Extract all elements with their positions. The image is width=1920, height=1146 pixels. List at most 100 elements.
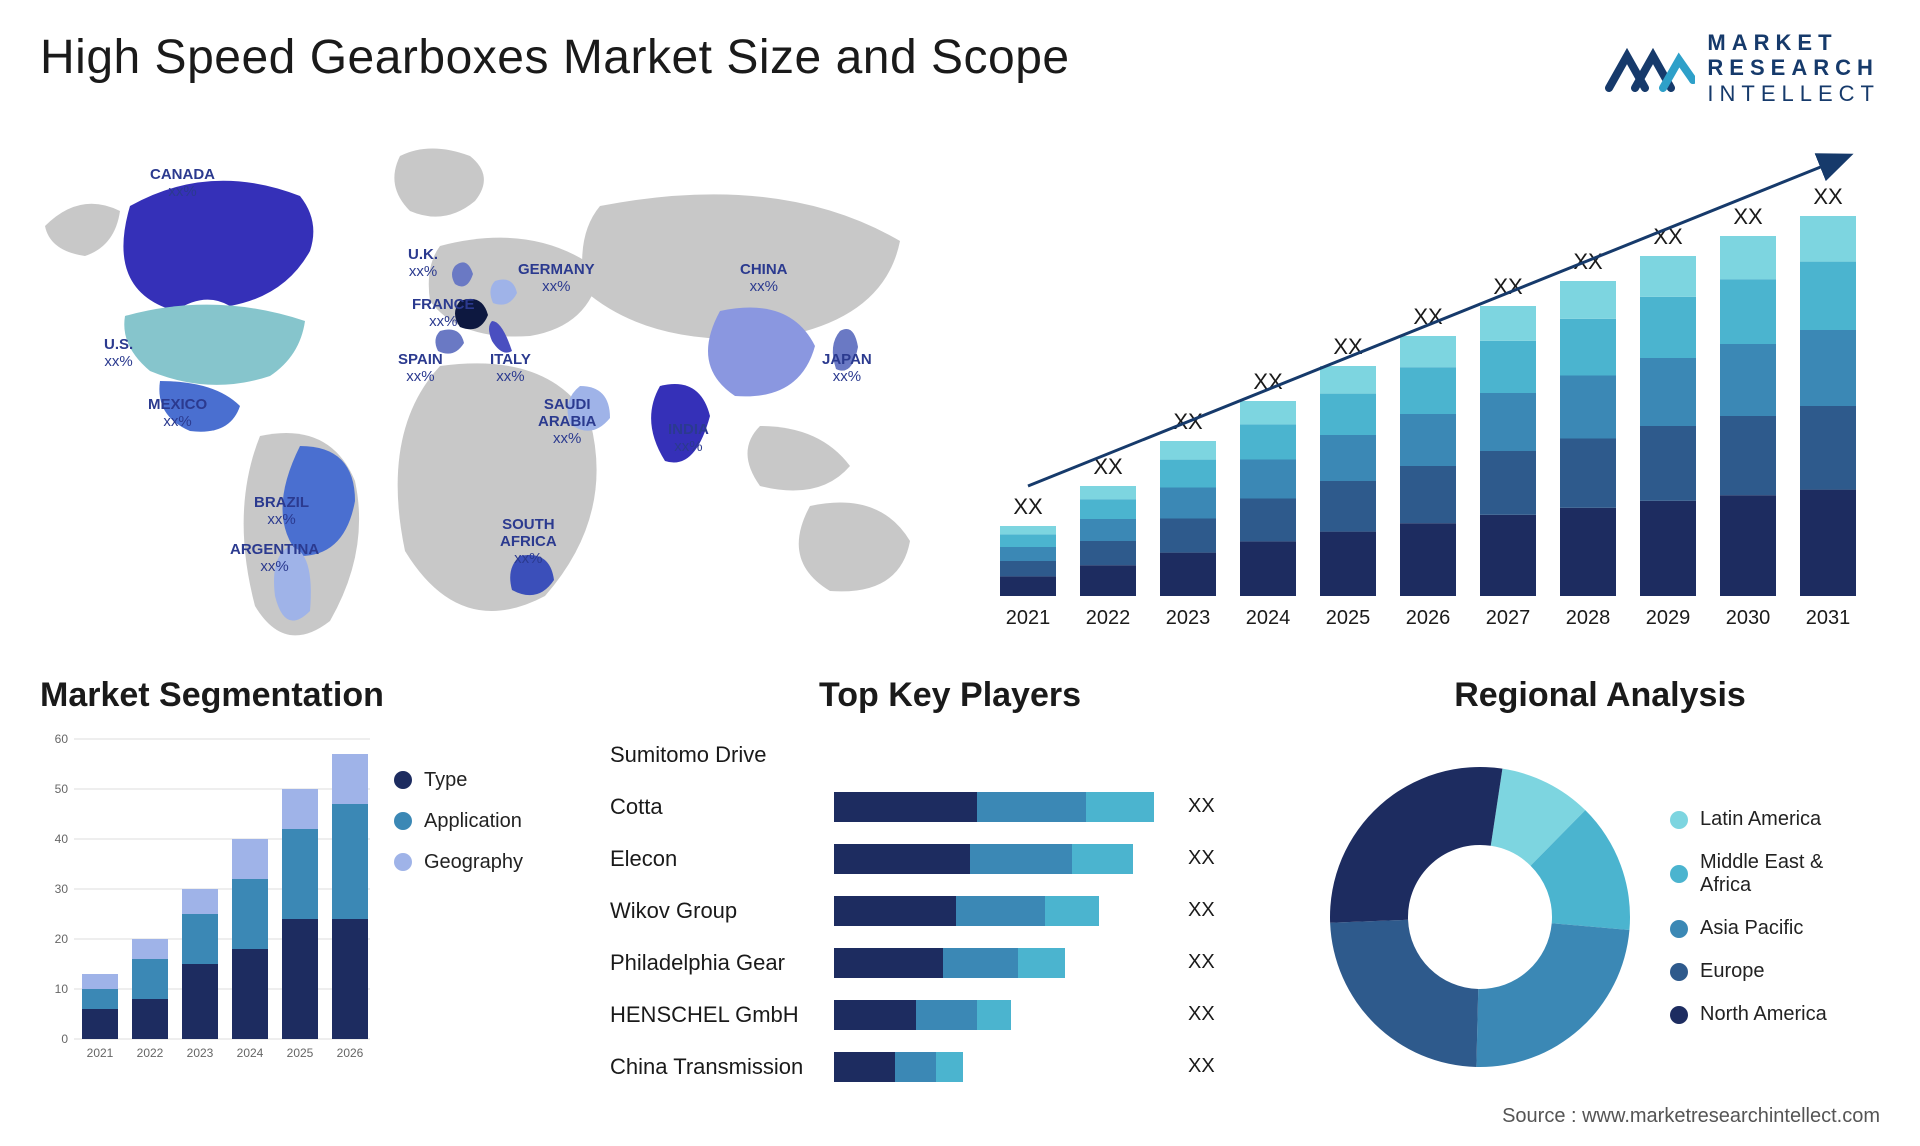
forecast-value-label: XX bbox=[1493, 274, 1523, 299]
seg-bar-segment bbox=[82, 1009, 118, 1039]
map-label: SPAINxx% bbox=[398, 351, 443, 386]
logo-text: MARKET RESEARCH INTELLECT bbox=[1707, 30, 1880, 106]
forecast-bar-segment bbox=[1560, 508, 1616, 596]
legend-label: Type bbox=[424, 769, 467, 792]
map-label: CANADAxx% bbox=[150, 166, 215, 201]
forecast-bar-segment bbox=[1480, 393, 1536, 451]
keyplayer-value: XX bbox=[1188, 1055, 1215, 1078]
forecast-bar-segment bbox=[1240, 424, 1296, 459]
forecast-value-label: XX bbox=[1733, 204, 1763, 229]
map-label: INDIAxx% bbox=[668, 421, 709, 456]
donut-slice bbox=[1330, 920, 1478, 1067]
keyplayers-chart: Sumitomo DriveCottaXXEleconXXWikov Group… bbox=[610, 729, 1290, 1089]
seg-bar-segment bbox=[282, 829, 318, 919]
map-label: SAUDIARABIAxx% bbox=[538, 396, 596, 448]
seg-bar-segment bbox=[332, 754, 368, 804]
forecast-bar-segment bbox=[1720, 236, 1776, 279]
forecast-year-label: 2028 bbox=[1566, 607, 1611, 629]
keyplayer-value: XX bbox=[1188, 899, 1215, 922]
keyplayer-bar-segment bbox=[895, 1052, 936, 1082]
regional-legend: Latin AmericaMiddle East & AfricaAsia Pa… bbox=[1670, 808, 1870, 1026]
map-region-australia bbox=[799, 502, 910, 591]
forecast-bar-segment bbox=[1640, 297, 1696, 358]
keyplayer-bar-segment bbox=[916, 1000, 977, 1030]
keyplayer-label: China Transmission bbox=[610, 1054, 820, 1080]
legend-label: North America bbox=[1700, 1003, 1827, 1026]
forecast-year-label: 2031 bbox=[1806, 607, 1851, 629]
keyplayer-bar-segment bbox=[977, 792, 1086, 822]
seg-bar-segment bbox=[82, 974, 118, 989]
keyplayer-label: Sumitomo Drive bbox=[610, 742, 820, 768]
map-label: GERMANYxx% bbox=[518, 261, 595, 296]
seg-bar-segment bbox=[182, 964, 218, 1039]
forecast-year-label: 2021 bbox=[1006, 607, 1051, 629]
source-attribution: Source : www.marketresearchintellect.com bbox=[1502, 1105, 1880, 1128]
forecast-year-label: 2022 bbox=[1086, 607, 1131, 629]
forecast-bar-segment bbox=[1720, 416, 1776, 495]
forecast-bar-segment bbox=[1160, 459, 1216, 487]
forecast-bar-segment bbox=[1000, 576, 1056, 596]
seg-bar-segment bbox=[82, 989, 118, 1009]
keyplayer-bar bbox=[834, 948, 1174, 978]
forecast-year-label: 2030 bbox=[1726, 607, 1771, 629]
forecast-bar-segment bbox=[1640, 426, 1696, 501]
forecast-bar-segment bbox=[1080, 541, 1136, 565]
keyplayer-bar-segment bbox=[1072, 844, 1133, 874]
svg-text:10: 10 bbox=[55, 982, 69, 996]
keyplayer-label: Philadelphia Gear bbox=[610, 950, 820, 976]
seg-bar-segment bbox=[182, 889, 218, 914]
keyplayer-bar-segment bbox=[977, 1000, 1011, 1030]
keyplayer-row: CottaXX bbox=[610, 785, 1290, 829]
svg-text:2026: 2026 bbox=[337, 1046, 364, 1060]
forecast-bar-segment bbox=[1240, 459, 1296, 498]
legend-label: Middle East & Africa bbox=[1700, 851, 1870, 897]
map-label: JAPANxx% bbox=[822, 351, 872, 386]
donut-slice bbox=[1476, 924, 1629, 1068]
map-region-greenland bbox=[394, 148, 484, 216]
keyplayers-panel: Top Key Players Sumitomo DriveCottaXXEle… bbox=[610, 676, 1290, 1106]
map-region-alaska bbox=[45, 204, 120, 256]
forecast-bar-segment bbox=[1480, 451, 1536, 515]
map-label: MEXICOxx% bbox=[148, 396, 207, 431]
svg-text:2023: 2023 bbox=[187, 1046, 214, 1060]
forecast-bar-segment bbox=[1560, 375, 1616, 438]
svg-text:50: 50 bbox=[55, 782, 69, 796]
forecast-bar-segment bbox=[1400, 367, 1456, 414]
forecast-bar-segment bbox=[1400, 336, 1456, 367]
keyplayer-bar-segment bbox=[834, 792, 977, 822]
forecast-bar-segment bbox=[1560, 281, 1616, 319]
forecast-bar-segment bbox=[1000, 561, 1056, 576]
forecast-value-label: XX bbox=[1333, 334, 1363, 359]
keyplayer-bar-segment bbox=[970, 844, 1072, 874]
legend-swatch bbox=[394, 771, 412, 789]
forecast-bar-segment bbox=[1080, 499, 1136, 519]
map-label: ARGENTINAxx% bbox=[230, 541, 319, 576]
forecast-bar-segment bbox=[1320, 481, 1376, 532]
seg-bar-segment bbox=[282, 919, 318, 1039]
forecast-year-label: 2026 bbox=[1406, 607, 1451, 629]
world-map-panel: CANADAxx%U.S.xx%MEXICOxx%BRAZILxx%ARGENT… bbox=[40, 136, 960, 656]
forecast-bar-segment bbox=[1400, 523, 1456, 596]
svg-text:60: 60 bbox=[55, 732, 69, 746]
keyplayer-label: Wikov Group bbox=[610, 898, 820, 924]
forecast-bar-segment bbox=[1160, 441, 1216, 460]
map-region-sea bbox=[748, 426, 851, 491]
seg-bar-segment bbox=[232, 839, 268, 879]
keyplayer-bar-segment bbox=[936, 1052, 963, 1082]
forecast-bar-segment bbox=[1160, 487, 1216, 518]
keyplayer-bar bbox=[834, 1052, 1174, 1082]
legend-item: Geography bbox=[394, 851, 523, 874]
forecast-bar-segment bbox=[1320, 393, 1376, 434]
legend-swatch bbox=[1670, 920, 1688, 938]
legend-swatch bbox=[1670, 811, 1688, 829]
keyplayer-row: Philadelphia GearXX bbox=[610, 941, 1290, 985]
seg-bar-segment bbox=[132, 959, 168, 999]
forecast-bar-segment bbox=[1160, 518, 1216, 552]
donut-slice bbox=[1330, 767, 1502, 923]
forecast-bar-segment bbox=[1560, 319, 1616, 376]
legend-item: Europe bbox=[1670, 960, 1870, 983]
legend-swatch bbox=[394, 812, 412, 830]
forecast-chart-panel: 2021XX2022XX2023XX2024XX2025XX2026XX2027… bbox=[990, 136, 1890, 656]
forecast-bar-segment bbox=[1000, 534, 1056, 547]
legend-item: Type bbox=[394, 769, 523, 792]
